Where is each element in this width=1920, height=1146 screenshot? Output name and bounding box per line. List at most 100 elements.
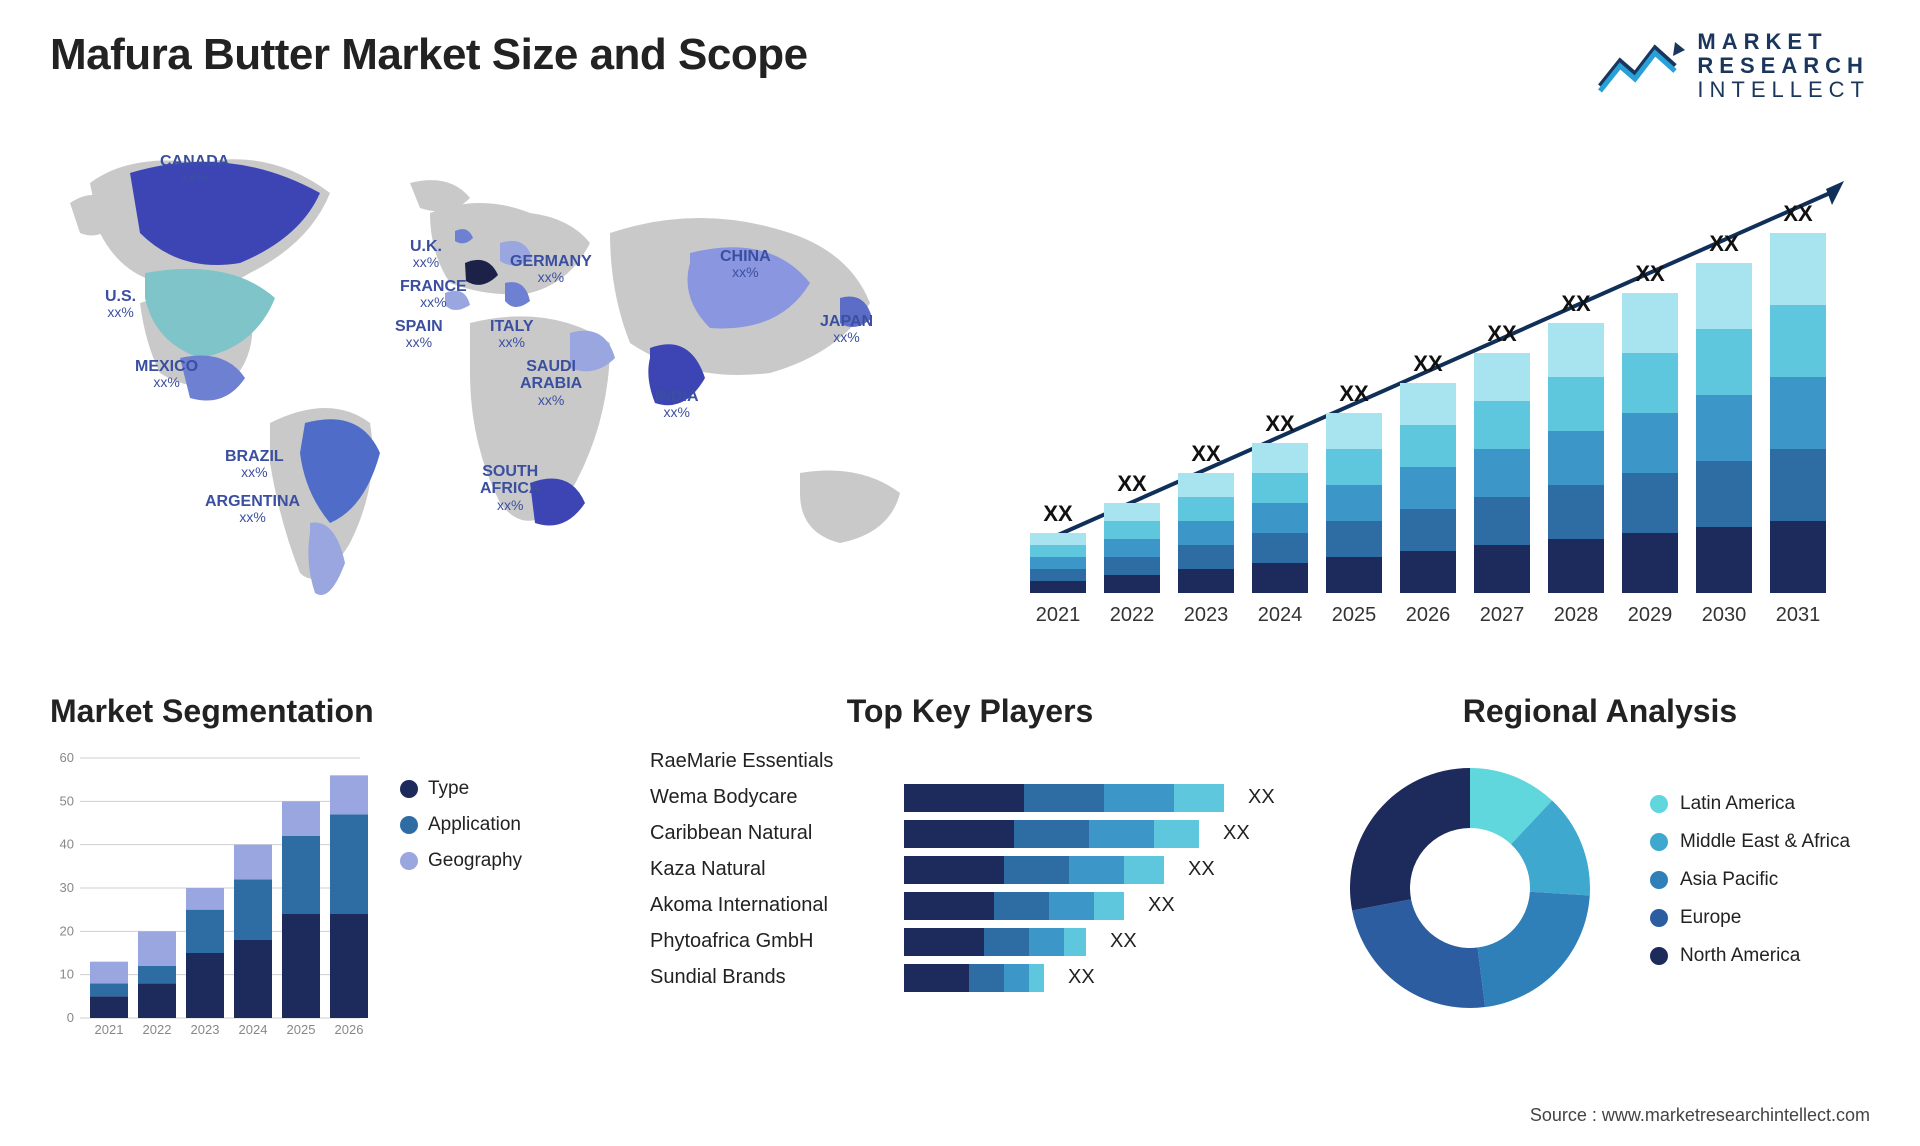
map-label: U.K.xx%	[410, 238, 442, 271]
svg-text:2024: 2024	[1258, 604, 1303, 626]
player-bar	[904, 928, 1086, 956]
svg-text:2025: 2025	[287, 1022, 316, 1037]
brand-logo: MARKET RESEARCH INTELLECT	[1595, 30, 1870, 103]
player-row: RaeMarie Essentials	[650, 748, 1290, 776]
svg-text:50: 50	[60, 793, 74, 808]
player-name: Sundial Brands	[650, 966, 890, 989]
map-label: SOUTHAFRICAxx%	[480, 463, 540, 514]
svg-text:XX: XX	[1043, 501, 1073, 526]
map-label: ARGENTINAxx%	[205, 493, 300, 526]
svg-text:2027: 2027	[1480, 604, 1525, 626]
legend-item: Type	[400, 778, 522, 800]
regional-donut	[1330, 748, 1610, 1028]
svg-text:0: 0	[67, 1010, 74, 1025]
player-value: XX	[1110, 930, 1137, 953]
svg-text:XX: XX	[1413, 351, 1443, 376]
regional-legend: Latin America Middle East & Africa Asia Pa…	[1650, 793, 1850, 983]
svg-text:2030: 2030	[1702, 604, 1747, 626]
forecast-chart: XX 2021 XX 2022 XX 2023 XX 2024 XX 2025 XX 2026 XX 20…	[1010, 123, 1870, 643]
player-bar	[904, 964, 1044, 992]
map-label: U.S.xx%	[105, 288, 136, 321]
legend-item: Latin America	[1650, 793, 1850, 815]
svg-text:2026: 2026	[335, 1022, 364, 1037]
svg-text:2021: 2021	[95, 1022, 124, 1037]
svg-text:2023: 2023	[1184, 604, 1229, 626]
svg-text:10: 10	[60, 966, 74, 981]
player-value: XX	[1188, 858, 1215, 881]
world-map-panel: CANADAxx% U.S.xx% MEXICOxx% BRAZILxx% ARGENT…	[50, 123, 950, 643]
svg-text:XX: XX	[1783, 201, 1813, 226]
svg-text:60: 60	[60, 750, 74, 765]
svg-text:2021: 2021	[1036, 604, 1081, 626]
svg-text:40: 40	[60, 836, 74, 851]
regional-panel: Regional Analysis Latin America Middle Ea…	[1330, 693, 1870, 1048]
svg-text:30: 30	[60, 880, 74, 895]
logo-mark-icon	[1595, 36, 1685, 96]
segmentation-legend: Type Application Geography	[400, 748, 522, 886]
player-row: Kaza Natural XX	[650, 856, 1290, 884]
svg-text:XX: XX	[1117, 471, 1147, 496]
map-label: INDIAxx%	[655, 388, 699, 421]
player-row: Akoma International XX	[650, 892, 1290, 920]
svg-text:XX: XX	[1709, 231, 1739, 256]
svg-text:2031: 2031	[1776, 604, 1821, 626]
players-panel: Top Key Players RaeMarie EssentialsWema …	[650, 693, 1290, 1048]
player-name: Phytoafrica GmbH	[650, 930, 890, 953]
source-attribution: Source : www.marketresearchintellect.com	[1530, 1105, 1870, 1126]
svg-text:XX: XX	[1265, 411, 1295, 436]
player-name: Akoma International	[650, 894, 890, 917]
player-row: Caribbean Natural XX	[650, 820, 1290, 848]
player-bar	[904, 784, 1224, 812]
svg-text:XX: XX	[1487, 321, 1517, 346]
svg-text:2028: 2028	[1554, 604, 1599, 626]
player-bar	[904, 892, 1124, 920]
map-label: SAUDIARABIAxx%	[520, 358, 582, 409]
map-label: JAPANxx%	[820, 313, 873, 346]
map-label: FRANCExx%	[400, 278, 467, 311]
player-row: Sundial Brands XX	[650, 964, 1290, 992]
player-name: Caribbean Natural	[650, 822, 890, 845]
player-bar	[904, 820, 1199, 848]
player-name: RaeMarie Essentials	[650, 750, 890, 773]
svg-text:XX: XX	[1635, 261, 1665, 286]
legend-item: Geography	[400, 850, 522, 872]
segmentation-panel: Market Segmentation 0 10 20 30 40 50 60 2021 202…	[50, 693, 610, 1048]
svg-text:2026: 2026	[1406, 604, 1451, 626]
player-value: XX	[1068, 966, 1095, 989]
player-value: XX	[1148, 894, 1175, 917]
svg-text:2024: 2024	[239, 1022, 268, 1037]
player-row: Phytoafrica GmbH XX	[650, 928, 1290, 956]
svg-text:2029: 2029	[1628, 604, 1673, 626]
map-label: GERMANYxx%	[510, 253, 592, 286]
player-name: Kaza Natural	[650, 858, 890, 881]
svg-text:2022: 2022	[1110, 604, 1155, 626]
map-label: CHINAxx%	[720, 248, 771, 281]
legend-item: Application	[400, 814, 522, 836]
legend-item: Middle East & Africa	[1650, 831, 1850, 853]
player-name: Wema Bodycare	[650, 786, 890, 809]
player-bar	[904, 856, 1164, 884]
page-title: Mafura Butter Market Size and Scope	[50, 30, 808, 80]
segmentation-title: Market Segmentation	[50, 693, 610, 730]
logo-text: MARKET RESEARCH INTELLECT	[1697, 30, 1870, 103]
map-label: MEXICOxx%	[135, 358, 198, 391]
legend-item: North America	[1650, 945, 1850, 967]
map-label: CANADAxx%	[160, 153, 229, 186]
svg-text:2022: 2022	[143, 1022, 172, 1037]
legend-item: Europe	[1650, 907, 1850, 929]
map-label: SPAINxx%	[395, 318, 443, 351]
player-value: XX	[1248, 786, 1275, 809]
player-row: Wema Bodycare XX	[650, 784, 1290, 812]
player-value: XX	[1223, 822, 1250, 845]
svg-text:XX: XX	[1191, 441, 1221, 466]
segmentation-chart: 0102030405060202120222023202420252026	[50, 748, 370, 1048]
players-chart: RaeMarie EssentialsWema BodycareXXCaribb…	[650, 748, 1290, 992]
svg-text:2025: 2025	[1332, 604, 1377, 626]
svg-text:20: 20	[60, 923, 74, 938]
svg-text:XX: XX	[1561, 291, 1591, 316]
map-label: BRAZILxx%	[225, 448, 284, 481]
svg-text:XX: XX	[1339, 381, 1369, 406]
legend-item: Asia Pacific	[1650, 869, 1850, 891]
map-label: ITALYxx%	[490, 318, 534, 351]
regional-title: Regional Analysis	[1330, 693, 1870, 730]
